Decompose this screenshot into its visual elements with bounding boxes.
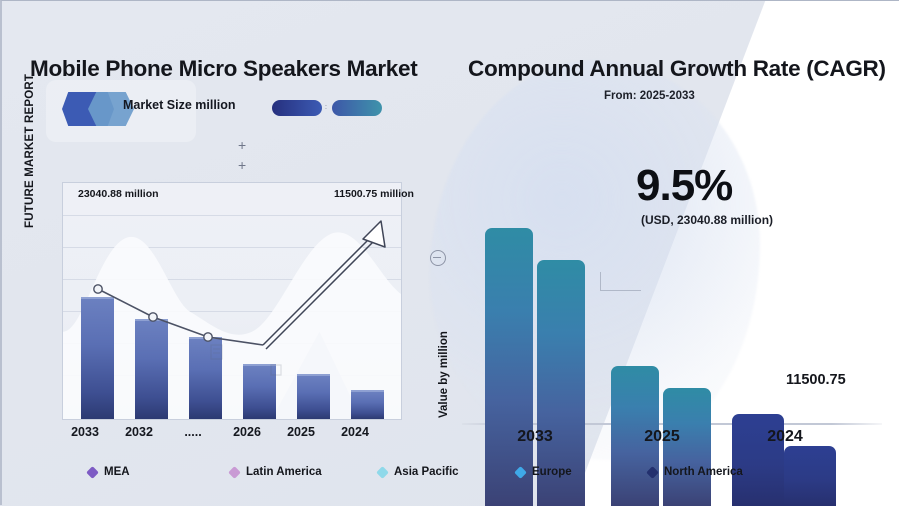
- legend-item-asia-pacific[interactable]: Asia Pacific: [376, 465, 459, 479]
- left-chart-panel: [62, 182, 402, 420]
- ghost-document-icon: [210, 344, 223, 360]
- legend-label-north-america: North America: [664, 466, 743, 478]
- rbar-2033-lower: [537, 260, 585, 506]
- legend-item-mea[interactable]: MEA: [86, 465, 130, 479]
- r-x-label-2024: 2024: [767, 428, 803, 445]
- gridline: [63, 311, 401, 312]
- bar-2026: [243, 364, 276, 419]
- hexagon-right-shape: [88, 92, 134, 126]
- left-panel-title: Mobile Phone Micro Speakers Market: [30, 56, 418, 81]
- x-label-2033: 2033: [71, 425, 99, 439]
- minus-circle-icon[interactable]: [430, 250, 446, 266]
- legend-item-europe[interactable]: Europe: [514, 465, 572, 479]
- bar-2025: [297, 374, 330, 419]
- chart-legend: MEA Latin America Asia Pacific Europe No…: [86, 465, 818, 486]
- pill-legend-group: :: [272, 100, 382, 116]
- corner-bracket-decoration: [600, 272, 641, 291]
- x-label-2032: 2032: [125, 425, 153, 439]
- bar-2033: [81, 297, 114, 419]
- rbar-2025-lower: [663, 388, 711, 506]
- rbar-2025-upper: [611, 366, 659, 506]
- gridline: [63, 247, 401, 248]
- hexagon-logo-icon: [62, 92, 134, 126]
- left-y-axis-label: FUTURE MARKET REPORT: [24, 73, 36, 228]
- plus-icon-upper: +: [238, 137, 247, 153]
- legend-dot-europe: [514, 465, 527, 479]
- pill-gradient-swatch: [332, 100, 382, 116]
- trend-line-overlay: [93, 220, 386, 376]
- legend-dot-latin-america: [228, 465, 241, 479]
- legend-label-mea: MEA: [104, 466, 130, 478]
- pill-dark-swatch: [272, 100, 322, 116]
- market-size-label: Market Size million: [123, 98, 236, 112]
- legend-dot-mea: [86, 465, 99, 479]
- gridline: [63, 215, 401, 216]
- rbar-2024-lower: [784, 446, 836, 506]
- legend-label-latin-america: Latin America: [246, 466, 322, 478]
- r-x-label-2033: 2033: [517, 428, 553, 445]
- right-panel-subtitle: From: 2025-2033: [604, 90, 695, 102]
- rbar-2033-upper: [485, 228, 533, 506]
- bar-2024: [351, 390, 384, 419]
- cagr-value: 9.5%: [636, 161, 733, 210]
- plus-icon-lower: +: [238, 157, 247, 173]
- legend-label-asia-pacific: Asia Pacific: [394, 466, 459, 478]
- x-label-2024: 2024: [341, 425, 369, 439]
- legend-item-north-america[interactable]: North America: [646, 465, 743, 479]
- x-label-2025: 2025: [287, 425, 315, 439]
- legend-item-latin-america[interactable]: Latin America: [228, 465, 322, 479]
- rbar-2024-upper: [732, 414, 784, 506]
- right-chart-highlight-value: 11500.75: [786, 372, 846, 388]
- right-panel-title: Compound Annual Growth Rate (CAGR): [468, 56, 886, 81]
- legend-label-europe: Europe: [532, 466, 572, 478]
- cagr-note: (USD, 23040.88 million): [641, 213, 774, 227]
- r-x-label-2025: 2025: [644, 428, 680, 445]
- left-chart-value-end: 11500.75 million: [334, 188, 414, 200]
- pill-separator: :: [325, 104, 327, 111]
- growth-arrow-icon: [262, 220, 386, 350]
- gridline: [63, 279, 401, 280]
- legend-dot-asia-pacific: [376, 465, 389, 479]
- x-label-2026: 2026: [233, 425, 261, 439]
- legend-dot-north-america: [646, 465, 659, 479]
- x-label-ellipsis: .....: [184, 425, 202, 439]
- value-by-million-axis-label: Value by million: [438, 331, 450, 418]
- left-chart-value-start: 23040.88 million: [78, 188, 159, 200]
- ghost-chart-icon: [270, 364, 282, 376]
